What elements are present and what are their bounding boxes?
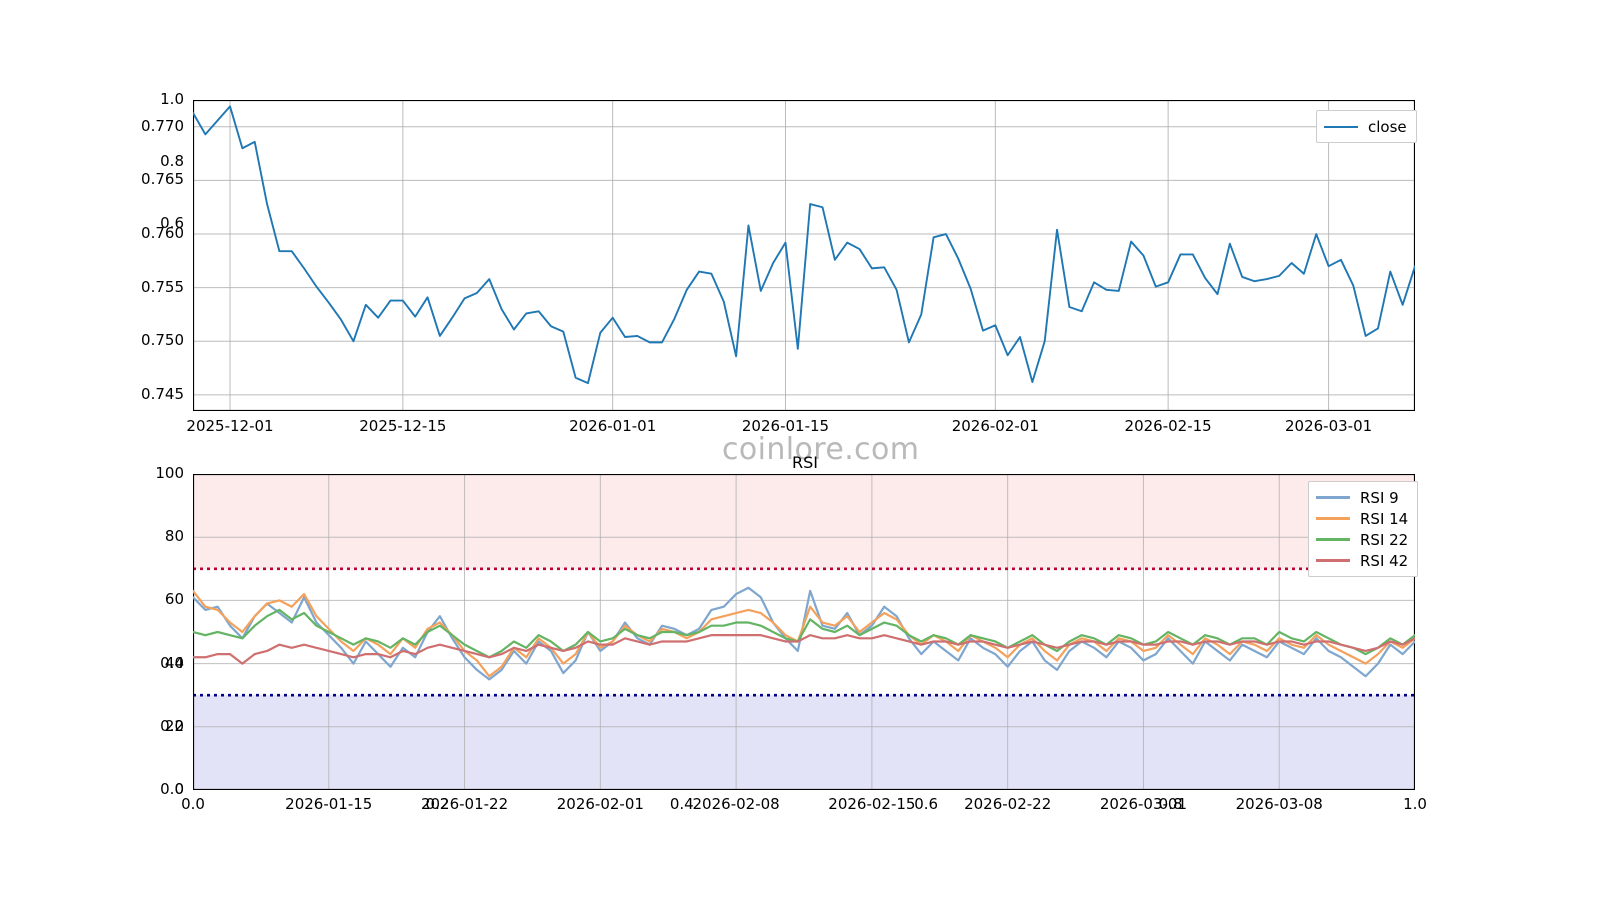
rsi-y-tick-label: 0 bbox=[174, 780, 184, 798]
legend-item-rsi-22[interactable]: RSI 22 bbox=[1316, 529, 1408, 550]
price-y-tick-label: 0.745 bbox=[141, 384, 184, 403]
rsi-legend[interactable]: RSI 9 RSI 14 RSI 22 RSI 42 bbox=[1308, 481, 1419, 577]
rsi-x-tick-label: 2026-02-22 bbox=[964, 795, 1052, 813]
price-x-tick-label: 2026-01-01 bbox=[569, 417, 657, 435]
price-y-tick-label: 0.760 bbox=[141, 224, 184, 243]
rsi-x-tick-label: 2026-01-22 bbox=[420, 795, 509, 813]
price-chart-svg bbox=[193, 100, 1415, 411]
legend-item-rsi-9[interactable]: RSI 9 bbox=[1316, 487, 1408, 508]
price-chart-panel bbox=[193, 100, 1415, 411]
rsi-chart-panel bbox=[193, 474, 1415, 790]
watermark: coinlore.com bbox=[722, 432, 920, 467]
legend-label: RSI 22 bbox=[1360, 530, 1409, 549]
rsi-y-tick-label: 80 bbox=[164, 527, 184, 546]
rsi-y-tick-label: 40 bbox=[164, 653, 184, 672]
price-y-tick-overlay-label: 0.8 bbox=[160, 152, 184, 171]
legend-color-swatch bbox=[1316, 538, 1350, 541]
legend-item-rsi-14[interactable]: RSI 14 bbox=[1316, 508, 1408, 529]
rsi-x-tick-label: 2026-03-01 bbox=[1099, 795, 1188, 813]
rsi-x-tick-overlay-label: 0.2 bbox=[425, 795, 450, 813]
legend-item-rsi-42[interactable]: RSI 42 bbox=[1316, 550, 1408, 571]
rsi-y-tick-overlay-label: 0.0 bbox=[160, 780, 184, 798]
rsi-x-tick-label: 2026-02-08 bbox=[692, 795, 780, 813]
price-y-tick-overlay-label: 0.6 bbox=[160, 214, 184, 233]
price-y-tick-label: 0.750 bbox=[141, 331, 184, 350]
rsi-panel-title: RSI bbox=[792, 453, 818, 472]
price-y-tick-label: 0.770 bbox=[141, 116, 184, 135]
rsi-x-tick-label: 2026-02-15 bbox=[828, 795, 916, 813]
rsi-x-tick-overlay-label: 1.0 bbox=[1403, 795, 1427, 813]
rsi-y-tick-label: 60 bbox=[164, 590, 184, 609]
legend-item-close[interactable]: close bbox=[1324, 116, 1407, 137]
rsi-x-tick-label: 2026-01-15 bbox=[285, 795, 373, 813]
rsi-y-tick-label: 20 bbox=[164, 716, 184, 735]
rsi-x-tick-label: 2026-03-08 bbox=[1235, 795, 1323, 813]
price-x-tick-label: 2026-03-01 bbox=[1285, 417, 1373, 435]
legend-color-swatch bbox=[1316, 559, 1350, 562]
legend-label: close bbox=[1368, 117, 1407, 136]
rsi-chart-svg bbox=[193, 474, 1415, 790]
rsi-y-tick-overlay-label: 0.2 bbox=[160, 716, 184, 735]
legend-label: RSI 14 bbox=[1360, 509, 1409, 528]
legend-color-swatch bbox=[1316, 496, 1350, 499]
rsi-x-tick-overlay-label: 0.6 bbox=[914, 795, 939, 813]
price-y-tick-label: 0.765 bbox=[141, 170, 184, 189]
price-x-tick-label: 2026-02-15 bbox=[1124, 417, 1212, 435]
price-legend[interactable]: close bbox=[1316, 110, 1417, 143]
legend-color-swatch bbox=[1316, 517, 1350, 520]
rsi-x-tick-label: 2026-02-01 bbox=[556, 795, 644, 813]
rsi-y-tick-label: 100 bbox=[155, 464, 184, 482]
legend-label: RSI 9 bbox=[1360, 488, 1399, 507]
price-y-tick-overlay-label: 1.0 bbox=[160, 90, 184, 108]
price-y-tick-label: 0.755 bbox=[141, 277, 184, 296]
legend-color-swatch bbox=[1324, 125, 1358, 128]
rsi-x-tick-overlay-label: 0.4 bbox=[669, 795, 694, 813]
price-x-tick-label: 2026-02-01 bbox=[951, 417, 1039, 435]
price-x-tick-label: 2025-12-01 bbox=[186, 417, 274, 435]
rsi-y-tick-overlay-label: 0.4 bbox=[160, 653, 184, 672]
price-x-tick-label: 2025-12-15 bbox=[359, 417, 447, 435]
legend-label: RSI 42 bbox=[1360, 551, 1409, 570]
price-x-tick-label: 2026-01-15 bbox=[741, 417, 830, 435]
rsi-x-tick-overlay-label: 0.8 bbox=[1158, 795, 1183, 813]
rsi-x-tick-overlay-label: 0.0 bbox=[181, 795, 205, 813]
